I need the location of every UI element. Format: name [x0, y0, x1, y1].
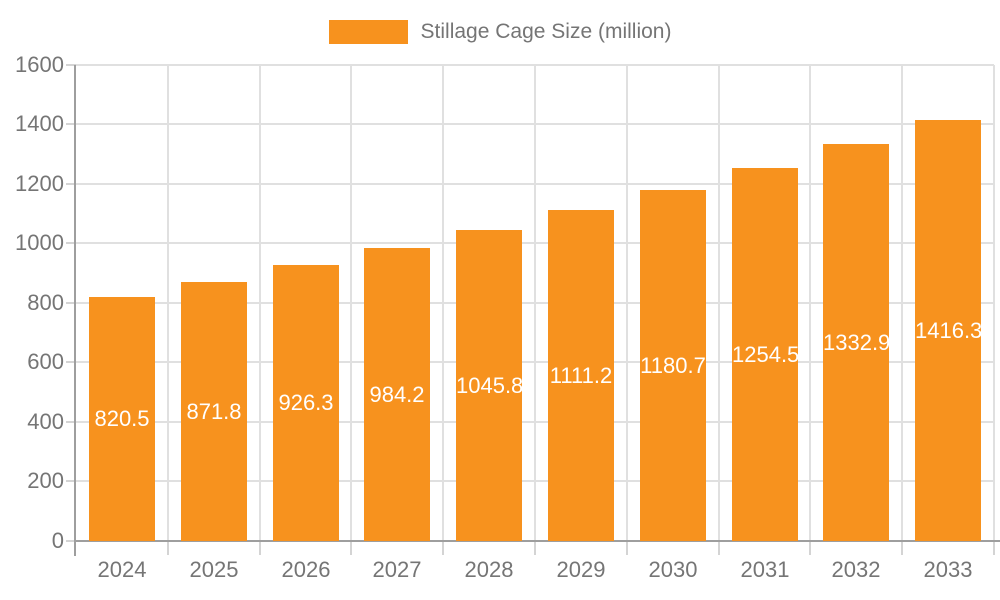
- y-tick-mark: [66, 123, 76, 125]
- bar-value-label: 1180.7: [640, 352, 706, 378]
- x-tick-label: 2028: [464, 557, 514, 582]
- bar-2028: 1045.8: [456, 230, 522, 541]
- x-tick-label: 2031: [740, 557, 790, 582]
- x-tick-label: 2026: [281, 557, 331, 582]
- bar-2029: 1111.2: [548, 210, 614, 541]
- y-tick-mark: [66, 540, 76, 542]
- bar-value-label: 1111.2: [549, 362, 613, 388]
- y-tick-label: 800: [27, 290, 64, 315]
- x-tick-mark: [442, 541, 444, 555]
- horizontal-gridline: [76, 480, 994, 482]
- horizontal-gridline: [76, 302, 994, 304]
- legend: Stillage Cage Size (million): [0, 17, 1000, 47]
- y-tick-label: 0: [51, 528, 64, 553]
- y-tick-mark: [66, 421, 76, 423]
- y-tick-mark: [66, 242, 76, 244]
- x-tick-label: 2033: [923, 557, 973, 582]
- bar-2030: 1180.7: [640, 190, 706, 541]
- bar-2025: 871.8: [181, 282, 247, 541]
- bar-value-label: 984.2: [369, 381, 425, 407]
- bar-2032: 1332.9: [823, 144, 889, 541]
- y-tick-mark: [66, 302, 76, 304]
- bar-2024: 820.5: [89, 297, 155, 541]
- y-tick-label: 200: [27, 468, 64, 493]
- x-axis-line: [76, 540, 1000, 542]
- bar-2026: 926.3: [273, 265, 339, 541]
- bar-value-label: 1416.3: [915, 317, 981, 343]
- bar-2027: 984.2: [364, 248, 430, 541]
- bar-value-label: 1254.5: [732, 341, 798, 367]
- horizontal-gridline: [76, 421, 994, 423]
- horizontal-gridline: [76, 183, 994, 185]
- x-tick-mark: [718, 541, 720, 555]
- x-tick-mark: [626, 541, 628, 555]
- x-tick-label: 2024: [97, 557, 147, 582]
- y-tick-label: 400: [27, 409, 64, 434]
- x-tick-label: 2025: [189, 557, 239, 582]
- horizontal-gridline: [76, 242, 994, 244]
- horizontal-gridline: [76, 123, 994, 125]
- x-tick-mark: [259, 541, 261, 555]
- x-tick-mark: [534, 541, 536, 555]
- legend-swatch: [328, 20, 408, 44]
- y-tick-mark: [66, 64, 76, 66]
- horizontal-gridline: [76, 64, 994, 66]
- x-tick-mark: [901, 541, 903, 555]
- x-tick-mark: [350, 541, 352, 555]
- x-tick-mark: [809, 541, 811, 555]
- y-axis-line: [74, 65, 76, 556]
- x-tick-label: 2030: [648, 557, 698, 582]
- x-tick-label: 2032: [831, 557, 881, 582]
- bar-value-label: 1045.8: [456, 372, 522, 398]
- y-tick-mark: [66, 480, 76, 482]
- y-tick-mark: [66, 361, 76, 363]
- bar-value-label: 820.5: [94, 406, 150, 431]
- bar-value-label: 1332.9: [823, 329, 889, 355]
- legend-label: Stillage Cage Size (million): [420, 20, 672, 43]
- bar-2031: 1254.5: [732, 168, 798, 541]
- bar-value-label: 926.3: [278, 390, 334, 415]
- x-tick-mark: [993, 541, 995, 555]
- vertical-gridline: [993, 65, 995, 541]
- y-tick-label: 1200: [15, 171, 64, 196]
- y-tick-label: 1000: [15, 230, 64, 255]
- y-tick-label: 1400: [15, 111, 64, 136]
- horizontal-gridline: [76, 361, 994, 363]
- x-tick-label: 2029: [556, 557, 606, 582]
- y-tick-mark: [66, 183, 76, 185]
- x-tick-label: 2027: [372, 557, 422, 582]
- y-tick-label: 1600: [15, 52, 64, 77]
- x-tick-mark: [167, 541, 169, 555]
- y-tick-label: 600: [27, 349, 64, 374]
- bar-value-label: 871.8: [186, 398, 242, 424]
- bar-2033: 1416.3: [915, 120, 981, 541]
